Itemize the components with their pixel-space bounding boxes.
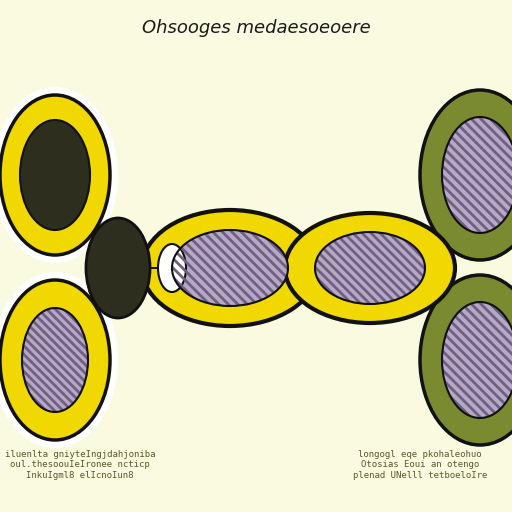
Ellipse shape [315, 232, 425, 304]
Ellipse shape [420, 275, 512, 445]
Ellipse shape [22, 308, 88, 412]
Text: longogl eqe pkohaleohuo
Otosias Eoui an otengo
plenad UNelll tetboeloIre: longogl eqe pkohaleohuo Otosias Eoui an … [353, 450, 487, 480]
Ellipse shape [172, 230, 288, 306]
Ellipse shape [442, 302, 512, 418]
Ellipse shape [86, 218, 150, 318]
Text: Ohsooges medaesoeoere: Ohsooges medaesoeoere [142, 19, 370, 37]
Ellipse shape [285, 213, 455, 323]
Ellipse shape [22, 308, 88, 412]
Ellipse shape [0, 95, 110, 255]
Ellipse shape [142, 210, 318, 326]
Ellipse shape [442, 302, 512, 418]
Ellipse shape [315, 232, 425, 304]
Ellipse shape [0, 272, 118, 448]
Text: iluenlta gniyteIngjdahjoniba
oul.thesoouIeIronee ncticp
InkuIgml8 elIcnoIun8: iluenlta gniyteIngjdahjoniba oul.thesoou… [5, 450, 155, 480]
Ellipse shape [420, 90, 512, 260]
Ellipse shape [442, 117, 512, 233]
Ellipse shape [20, 120, 90, 230]
Ellipse shape [0, 280, 110, 440]
Ellipse shape [158, 244, 186, 292]
Ellipse shape [0, 87, 118, 263]
Ellipse shape [172, 230, 288, 306]
Ellipse shape [442, 117, 512, 233]
